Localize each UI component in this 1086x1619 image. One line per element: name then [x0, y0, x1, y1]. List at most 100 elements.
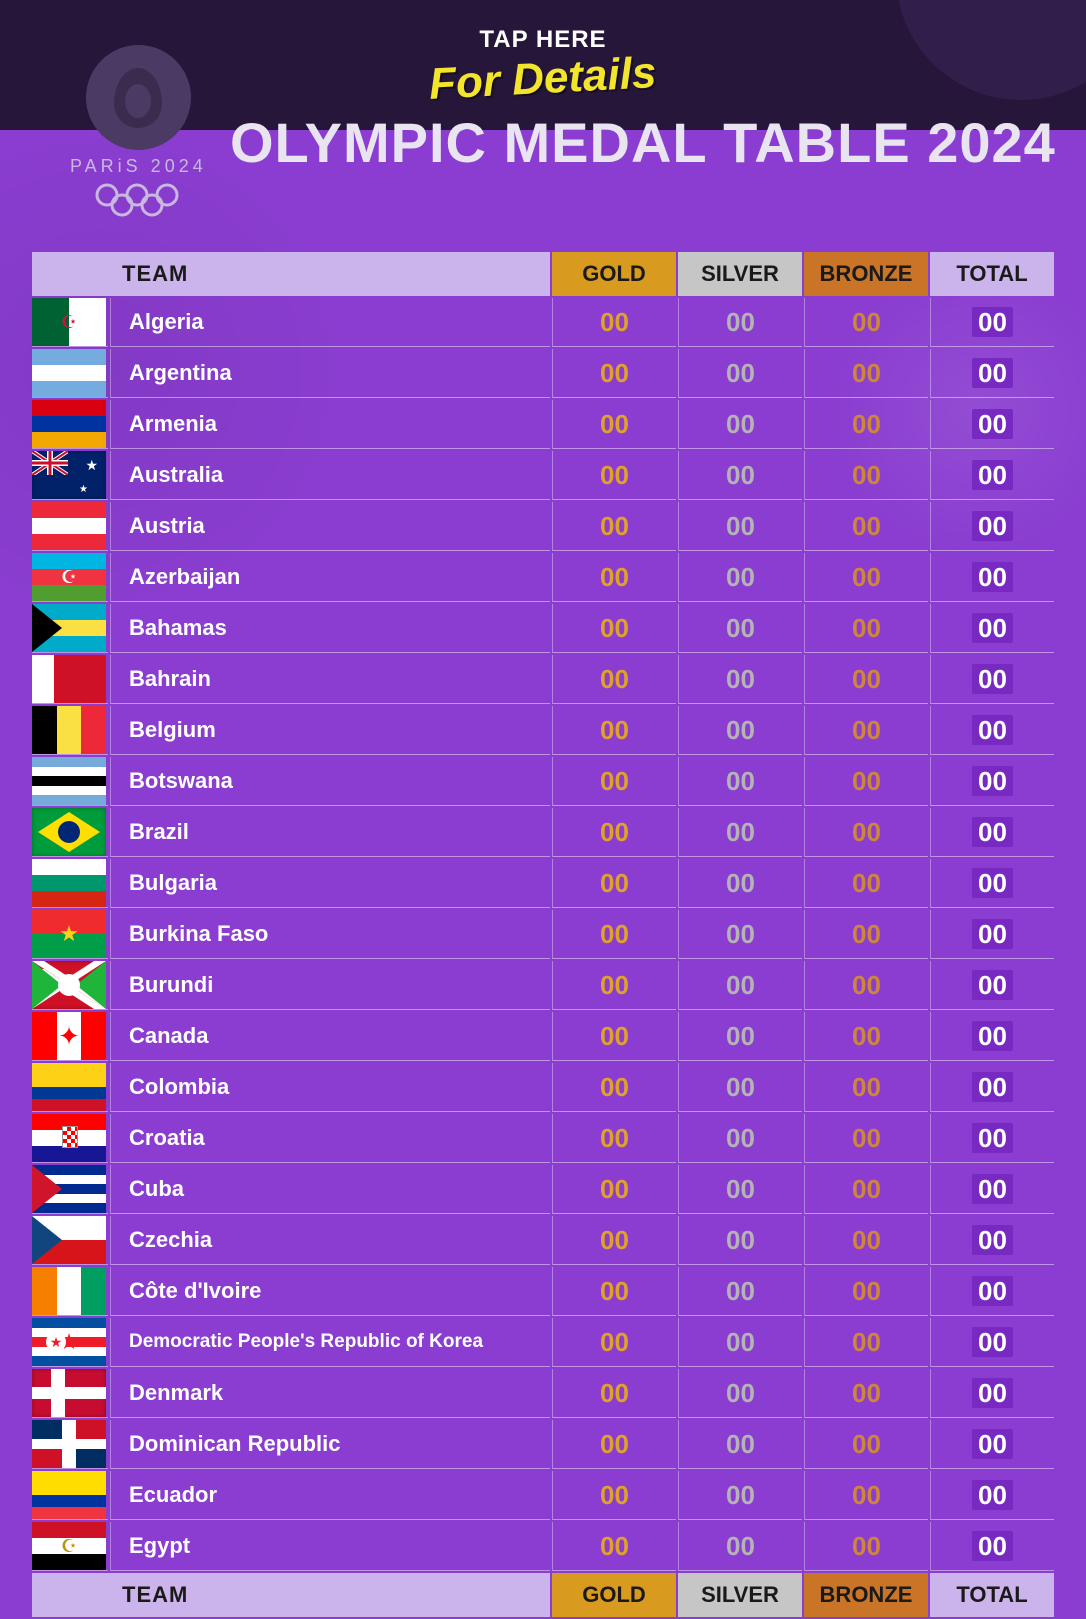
- total-count: 00: [930, 1012, 1054, 1061]
- bronze-count: 00: [804, 808, 928, 857]
- bronze-count: 00: [804, 1522, 928, 1571]
- logo-flame-icon: [86, 45, 191, 150]
- silver-count: 00: [678, 604, 802, 653]
- tap-here-line2: For Details: [428, 48, 658, 110]
- bg-decoration: [896, 0, 1086, 100]
- bronze-count: 00: [804, 706, 928, 755]
- flag-icon: [32, 1267, 106, 1315]
- flag-cell: [32, 1420, 108, 1469]
- footer-bronze: BRONZE: [804, 1573, 928, 1617]
- silver-count: 00: [678, 1063, 802, 1112]
- flag-icon: [32, 808, 106, 856]
- flag-icon: ★: [32, 910, 106, 958]
- bronze-count: 00: [804, 757, 928, 806]
- flag-cell: [32, 1165, 108, 1214]
- team-name: Armenia: [110, 400, 550, 449]
- gold-count: 00: [552, 655, 676, 704]
- silver-count: 00: [678, 1471, 802, 1520]
- flag-icon: ☪: [32, 553, 106, 601]
- header-team: TEAM: [32, 252, 550, 296]
- footer-team: TEAM: [32, 1573, 550, 1617]
- bronze-count: 00: [804, 1267, 928, 1316]
- bronze-count: 00: [804, 1471, 928, 1520]
- team-name: Burundi: [110, 961, 550, 1010]
- total-count: 00: [930, 451, 1054, 500]
- bronze-count: 00: [804, 553, 928, 602]
- gold-count: 00: [552, 1522, 676, 1571]
- silver-count: 00: [678, 1012, 802, 1061]
- total-count: 00: [930, 1063, 1054, 1112]
- team-name: Croatia: [110, 1114, 550, 1163]
- flag-cell: [32, 859, 108, 908]
- gold-count: 00: [552, 1216, 676, 1265]
- table-row: Brazil00000000: [32, 808, 1054, 857]
- medal-table: TEAM GOLD SILVER BRONZE TOTAL ☪Algeria00…: [30, 250, 1056, 1619]
- team-name: Austria: [110, 502, 550, 551]
- flag-cell: [32, 502, 108, 551]
- team-name: Canada: [110, 1012, 550, 1061]
- silver-count: 00: [678, 1165, 802, 1214]
- flag-icon: [32, 655, 106, 703]
- gold-count: 00: [552, 757, 676, 806]
- flag-cell: ☪: [32, 553, 108, 602]
- table-row: Argentina00000000: [32, 349, 1054, 398]
- gold-count: 00: [552, 1114, 676, 1163]
- header-gold: GOLD: [552, 252, 676, 296]
- gold-count: 00: [552, 910, 676, 959]
- table-row: ☪Algeria00000000: [32, 298, 1054, 347]
- team-name: Cuba: [110, 1165, 550, 1214]
- bronze-count: 00: [804, 1318, 928, 1367]
- gold-count: 00: [552, 1471, 676, 1520]
- flag-icon: [32, 400, 106, 448]
- bronze-count: 00: [804, 1063, 928, 1112]
- silver-count: 00: [678, 553, 802, 602]
- flag-icon: [32, 604, 106, 652]
- flag-icon: [32, 1063, 106, 1111]
- bronze-count: 00: [804, 349, 928, 398]
- table-row: ★Burkina Faso00000000: [32, 910, 1054, 959]
- bronze-count: 00: [804, 604, 928, 653]
- silver-count: 00: [678, 961, 802, 1010]
- flag-cell: [32, 1063, 108, 1112]
- flag-cell: [32, 655, 108, 704]
- gold-count: 00: [552, 1267, 676, 1316]
- team-name: Brazil: [110, 808, 550, 857]
- team-name: Bahrain: [110, 655, 550, 704]
- flag-icon: [32, 1216, 106, 1264]
- tap-here-button[interactable]: TAP HERE For Details: [429, 26, 656, 104]
- total-count: 00: [930, 604, 1054, 653]
- flag-cell: ★★: [32, 1318, 108, 1367]
- team-name: Czechia: [110, 1216, 550, 1265]
- silver-count: 00: [678, 349, 802, 398]
- flag-cell: ★: [32, 910, 108, 959]
- total-count: 00: [930, 553, 1054, 602]
- bronze-count: 00: [804, 451, 928, 500]
- bronze-count: 00: [804, 1114, 928, 1163]
- flag-cell: [32, 400, 108, 449]
- total-count: 00: [930, 655, 1054, 704]
- bronze-count: 00: [804, 961, 928, 1010]
- silver-count: 00: [678, 400, 802, 449]
- flag-cell: [32, 1471, 108, 1520]
- team-name: Democratic People's Republic of Korea: [110, 1318, 550, 1367]
- total-count: 00: [930, 400, 1054, 449]
- table-row: Burundi00000000: [32, 961, 1054, 1010]
- silver-count: 00: [678, 1420, 802, 1469]
- flag-cell: [32, 961, 108, 1010]
- olympic-rings-icon: [70, 183, 207, 217]
- flag-cell: [32, 604, 108, 653]
- bronze-count: 00: [804, 1012, 928, 1061]
- flag-cell: [32, 1216, 108, 1265]
- team-name: Côte d'Ivoire: [110, 1267, 550, 1316]
- gold-count: 00: [552, 553, 676, 602]
- total-count: 00: [930, 961, 1054, 1010]
- silver-count: 00: [678, 1114, 802, 1163]
- table-row: ☪Egypt00000000: [32, 1522, 1054, 1571]
- flag-cell: [32, 1114, 108, 1163]
- gold-count: 00: [552, 1369, 676, 1418]
- silver-count: 00: [678, 757, 802, 806]
- gold-count: 00: [552, 1318, 676, 1367]
- table-row: Côte d'Ivoire00000000: [32, 1267, 1054, 1316]
- team-name: Australia: [110, 451, 550, 500]
- total-count: 00: [930, 1114, 1054, 1163]
